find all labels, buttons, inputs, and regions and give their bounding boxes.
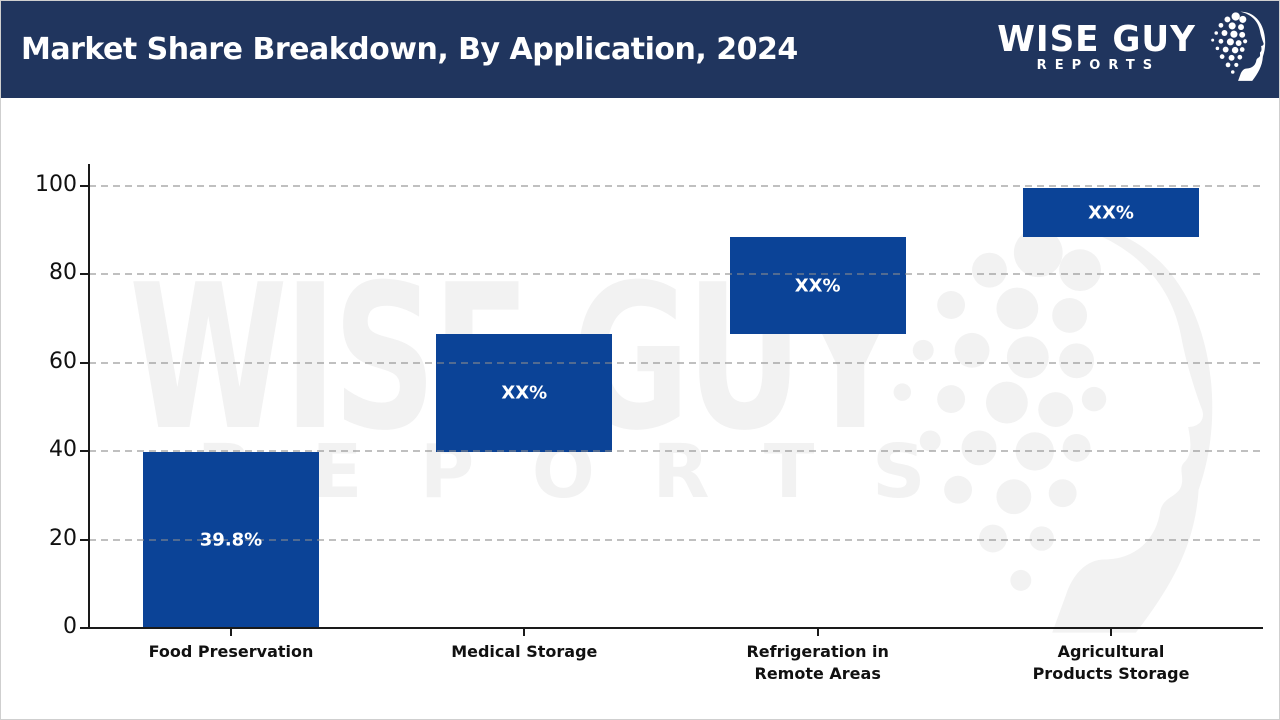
bar-value-label-1: 39.8%: [199, 529, 263, 551]
gridline-40: [89, 450, 1263, 453]
y-tick-label-100: 100: [35, 171, 77, 197]
bar-value-label-2: XX%: [501, 382, 548, 404]
x-tick-4: [1110, 629, 1112, 636]
page-title: Market Share Breakdown, By Application, …: [21, 32, 798, 67]
y-tick-60: [80, 361, 89, 364]
x-tick-2: [523, 629, 526, 636]
logo-subtitle: REPORTS: [1036, 58, 1161, 74]
y-axis-line: [88, 164, 90, 629]
x-category-label-4: Agricultural Products Storage: [1032, 642, 1190, 683]
logo-wordmark: WISE GUY: [997, 18, 1196, 60]
gridline-60: [89, 361, 1263, 364]
y-tick-label-20: 20: [49, 525, 77, 551]
y-tick-label-0: 0: [63, 614, 77, 639]
gridline-100: [89, 184, 1263, 187]
x-category-label-1: Food Preservation: [148, 642, 314, 661]
bar-2: [436, 334, 613, 453]
y-tick-40: [80, 450, 89, 453]
x-axis-line: [88, 627, 1263, 629]
gridline-80: [89, 273, 1263, 276]
y-tick-20: [80, 538, 89, 541]
y-tick-label-60: 60: [49, 348, 77, 374]
bar-3: [729, 237, 906, 334]
bar-value-label-3: XX%: [794, 275, 841, 297]
x-category-label-2: Medical Storage: [451, 642, 598, 661]
gridline-20: [89, 538, 1263, 541]
y-tick-80: [80, 273, 89, 276]
header-bar: Market Share Breakdown, By Application, …: [1, 1, 1279, 98]
bar-value-label-4: XX%: [1088, 202, 1134, 224]
y-tick-100: [80, 184, 89, 187]
wiseguy-logo: WISE GUY REPORTS: [992, 5, 1267, 87]
x-tick-3: [816, 629, 819, 636]
y-tick-label-80: 80: [49, 260, 77, 286]
y-tick-0: [80, 627, 89, 629]
y-tick-label-40: 40: [49, 437, 77, 463]
x-category-label-3: Refrigeration in Remote Areas: [746, 642, 889, 683]
x-tick-1: [230, 629, 232, 636]
wiseguy-logo-text: WISE GUY REPORTS: [992, 20, 1201, 73]
